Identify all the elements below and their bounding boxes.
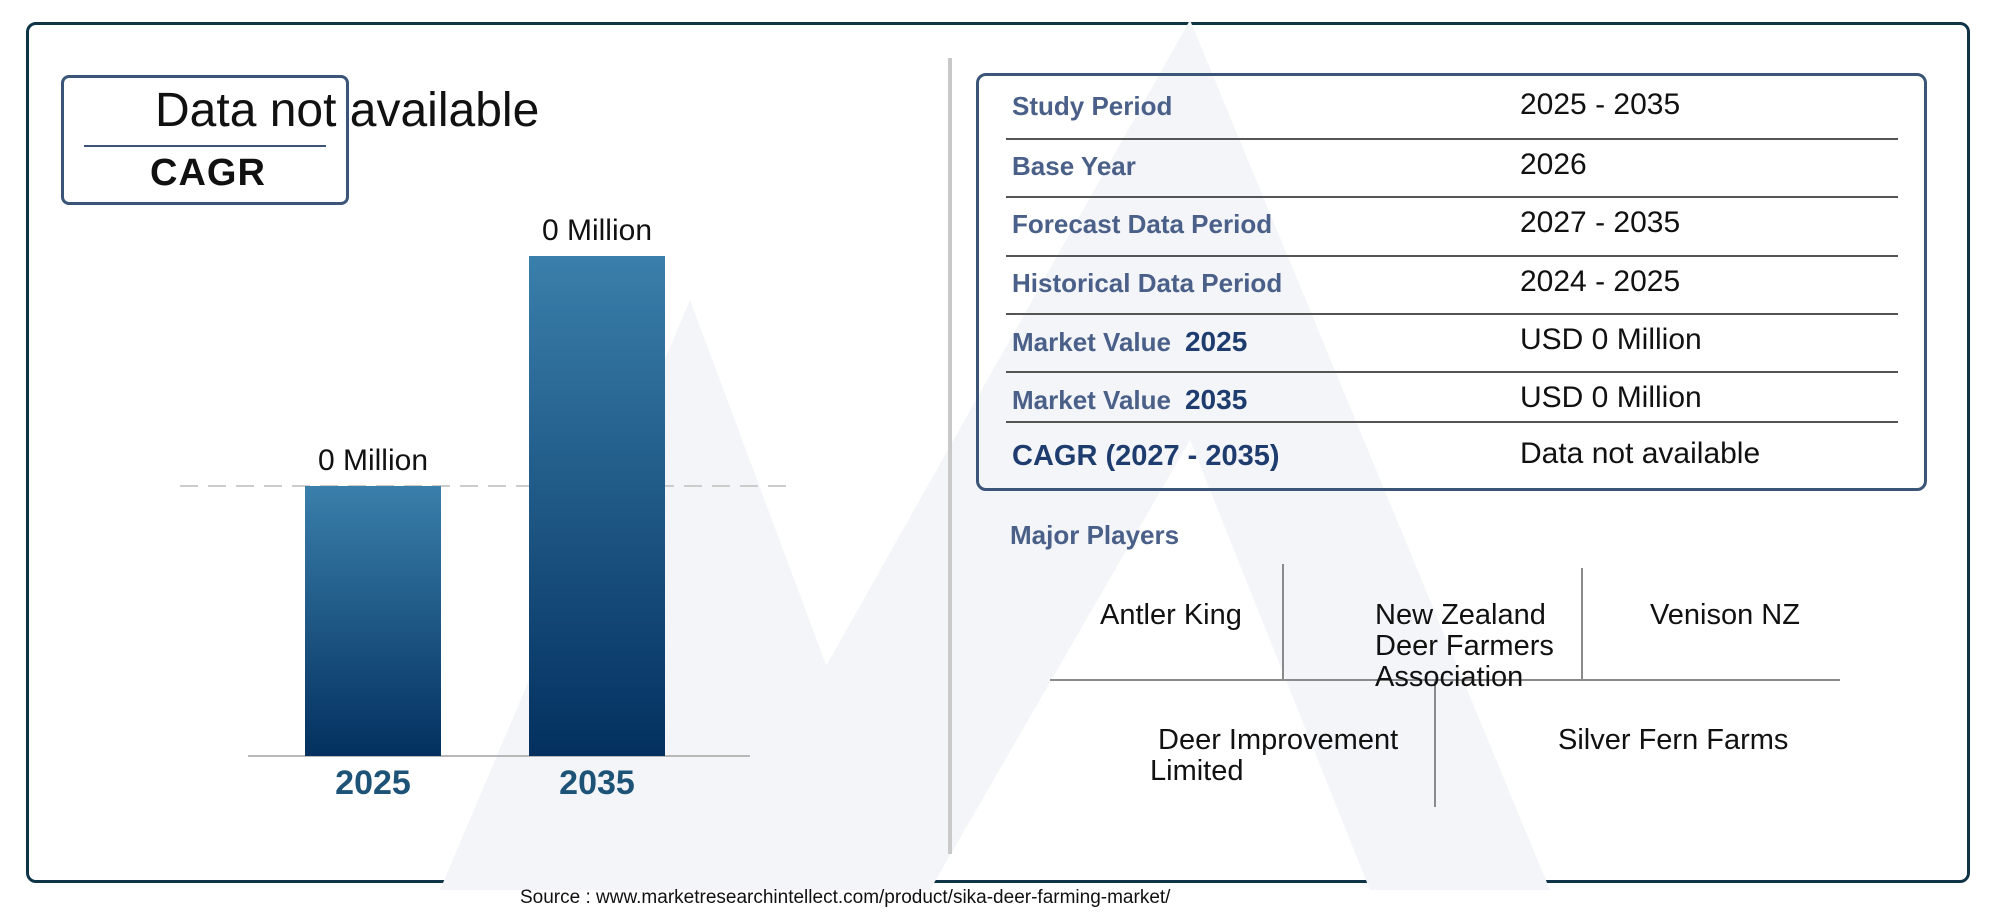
bar-chart: 0 Million 2025 0 Million 2035 xyxy=(180,214,790,802)
player-name-line: Silver Fern Farms xyxy=(1558,724,1789,756)
info-value: 2026 xyxy=(1520,148,1587,181)
player-divider xyxy=(1434,681,1436,807)
source-note: Source : www.marketresearchintellect.com… xyxy=(520,887,1171,908)
info-label-text: CAGR (2027 - 2035) xyxy=(1012,440,1280,472)
player-name-line: Association xyxy=(1375,661,1524,693)
cagr-label: CAGR xyxy=(150,152,266,194)
info-value: 2025 - 2035 xyxy=(1520,88,1681,121)
cagr-box xyxy=(61,75,349,205)
info-row-divider xyxy=(1006,421,1898,423)
info-label: Market Value 2035 xyxy=(1012,384,1247,416)
info-row-divider xyxy=(1006,313,1898,315)
info-label-text: Historical Data Period xyxy=(1012,268,1283,298)
info-label: Study Period xyxy=(1012,91,1172,122)
panel-divider xyxy=(948,58,952,854)
player-divider xyxy=(1050,679,1840,681)
player-name-line: Deer Farmers xyxy=(1375,630,1554,662)
player-name-line: Limited xyxy=(1150,755,1244,787)
info-value: 2024 - 2025 xyxy=(1520,265,1681,298)
player-name-line: New Zealand xyxy=(1375,599,1546,631)
cagr-divider xyxy=(84,145,326,147)
cagr-value: Data not available xyxy=(155,84,540,137)
info-label: CAGR (2027 - 2035) xyxy=(1012,440,1280,473)
info-value: USD 0 Million xyxy=(1520,381,1702,414)
tick-label-2025: 2025 xyxy=(335,764,411,802)
info-row-divider xyxy=(1006,371,1898,373)
info-label-year: 2025 xyxy=(1184,326,1248,357)
player-divider xyxy=(1581,568,1583,680)
data-label-2025: 0 Million xyxy=(318,444,428,477)
info-label-text: Market Value xyxy=(1012,385,1171,415)
info-value: 2027 - 2035 xyxy=(1520,206,1681,239)
data-label-2035: 0 Million xyxy=(542,214,652,247)
tick-label-2035: 2035 xyxy=(559,764,635,802)
outer-frame xyxy=(26,22,1970,883)
info-label: Base Year xyxy=(1012,151,1136,182)
info-label-text: Base Year xyxy=(1012,151,1136,181)
players-title: Major Players xyxy=(1010,520,1180,550)
info-label: Historical Data Period xyxy=(1012,268,1282,299)
player-name: Venison NZ xyxy=(1650,600,1800,631)
player-divider xyxy=(1282,564,1284,680)
info-row-divider xyxy=(1006,196,1898,198)
info-value: Data not available xyxy=(1520,437,1761,470)
info-label-text: Forecast Data Period xyxy=(1012,209,1273,239)
info-label-year: 2035 xyxy=(1184,384,1248,415)
player-name: Silver Fern Farms xyxy=(1558,725,1788,756)
info-label-text: Study Period xyxy=(1012,91,1173,121)
info-table xyxy=(976,73,1927,491)
info-label: Market Value 2025 xyxy=(1012,326,1247,358)
bar-2035 xyxy=(529,256,665,756)
info-row-divider xyxy=(1006,255,1898,257)
player-name: Deer Improvement Limited xyxy=(1150,725,1398,787)
player-name: New Zealand Deer Farmers Association xyxy=(1375,600,1554,693)
player-name-line: Venison NZ xyxy=(1650,599,1800,631)
player-name: Antler King xyxy=(1100,600,1242,631)
info-label-text: Market Value xyxy=(1012,327,1171,357)
info-label: Forecast Data Period xyxy=(1012,209,1272,240)
player-name-line: Deer Improvement xyxy=(1158,724,1399,756)
player-name-line: Antler King xyxy=(1100,599,1242,631)
bar-2025 xyxy=(305,486,441,756)
info-row-divider xyxy=(1006,138,1898,140)
info-value: USD 0 Million xyxy=(1520,323,1702,356)
